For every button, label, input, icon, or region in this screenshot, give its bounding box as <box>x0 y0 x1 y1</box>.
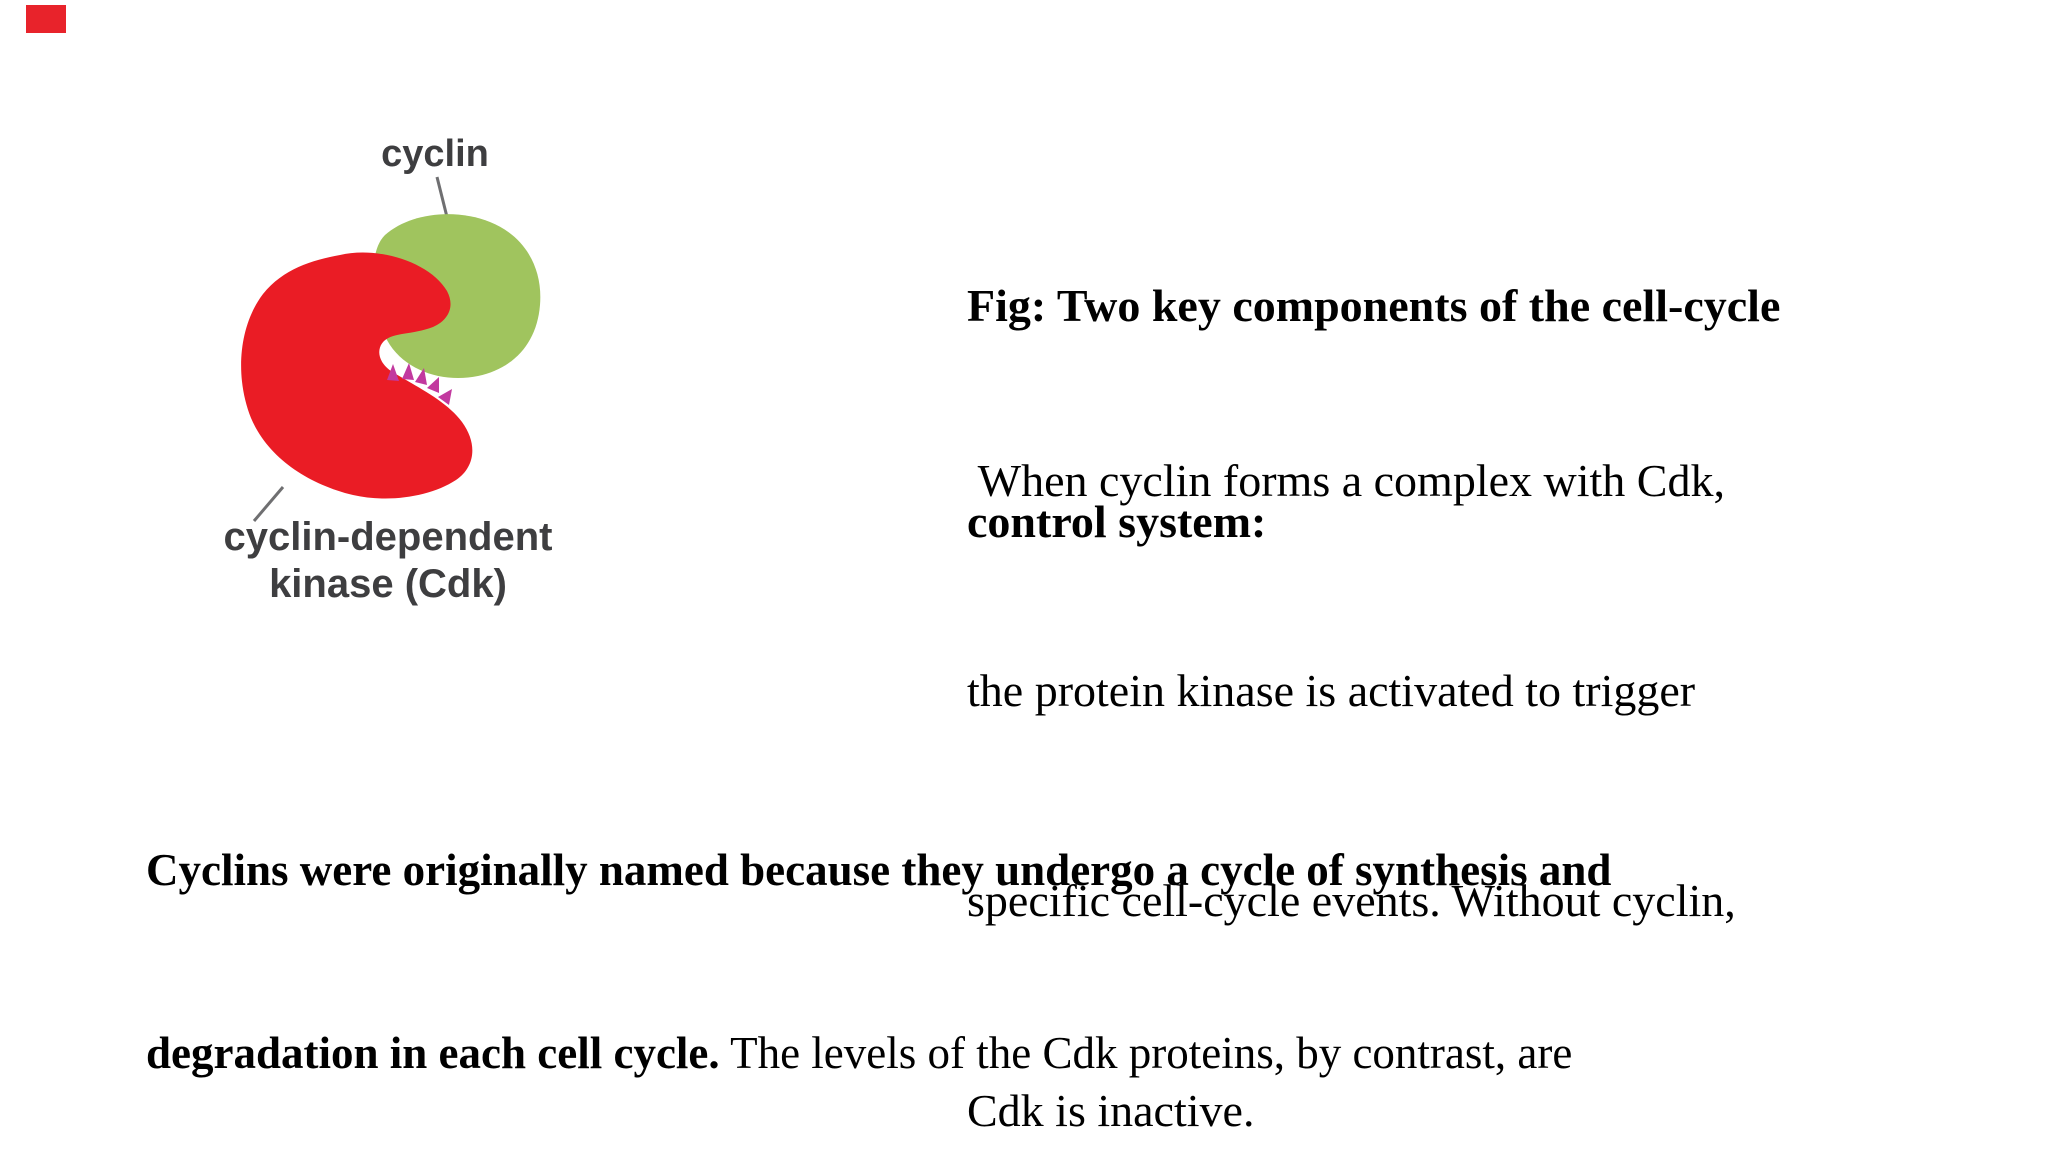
cyclin-cdk-diagram: cyclin cyclin-dependent kinase (Cdk) <box>224 133 553 606</box>
paragraph-bold-text: degradation in each cell cycle. <box>146 1028 720 1078</box>
figure-caption-body: When cyclin forms a complex with Cdk, th… <box>967 306 1736 1152</box>
corner-red-mark <box>26 5 66 33</box>
figure-caption-title-line: Fig: Two key components of the cell-cycl… <box>967 280 1781 331</box>
cyclin-blob <box>372 214 541 379</box>
cyclin-label: cyclin <box>381 133 489 175</box>
figure-caption-body-line: When cyclin forms a complex with Cdk, <box>967 455 1725 506</box>
cdk-blob <box>241 252 473 499</box>
cdk-label-line2: kinase (Cdk) <box>269 562 507 606</box>
figure-caption-body-line: the protein kinase is activated to trigg… <box>967 665 1696 716</box>
cyclin-leader-line <box>435 176 449 218</box>
cdk-leader-line <box>252 486 285 522</box>
paragraph-bold-text: Cyclins were originally named because th… <box>146 845 1612 895</box>
paragraph-regular-text: The levels of the Cdk proteins, by contr… <box>719 1028 1573 1078</box>
body-paragraph: Cyclins were originally named because th… <box>146 718 1644 1152</box>
figure-caption-body-line: Cdk is inactive. <box>967 1085 1255 1136</box>
figure-caption-title: Fig: Two key components of the cell-cycl… <box>967 126 1780 702</box>
figure-caption-title-line: control system: <box>967 496 1267 547</box>
body-paragraph-line: degradation in each cell cycle. The leve… <box>146 1023 1644 1084</box>
activation-spikes-icon <box>387 363 452 405</box>
body-paragraph-line: Cyclins were originally named because th… <box>146 840 1644 901</box>
cdk-label-line1: cyclin-dependent <box>224 515 553 559</box>
figure-caption-body-line: specific cell-cycle events. Without cycl… <box>967 875 1736 926</box>
